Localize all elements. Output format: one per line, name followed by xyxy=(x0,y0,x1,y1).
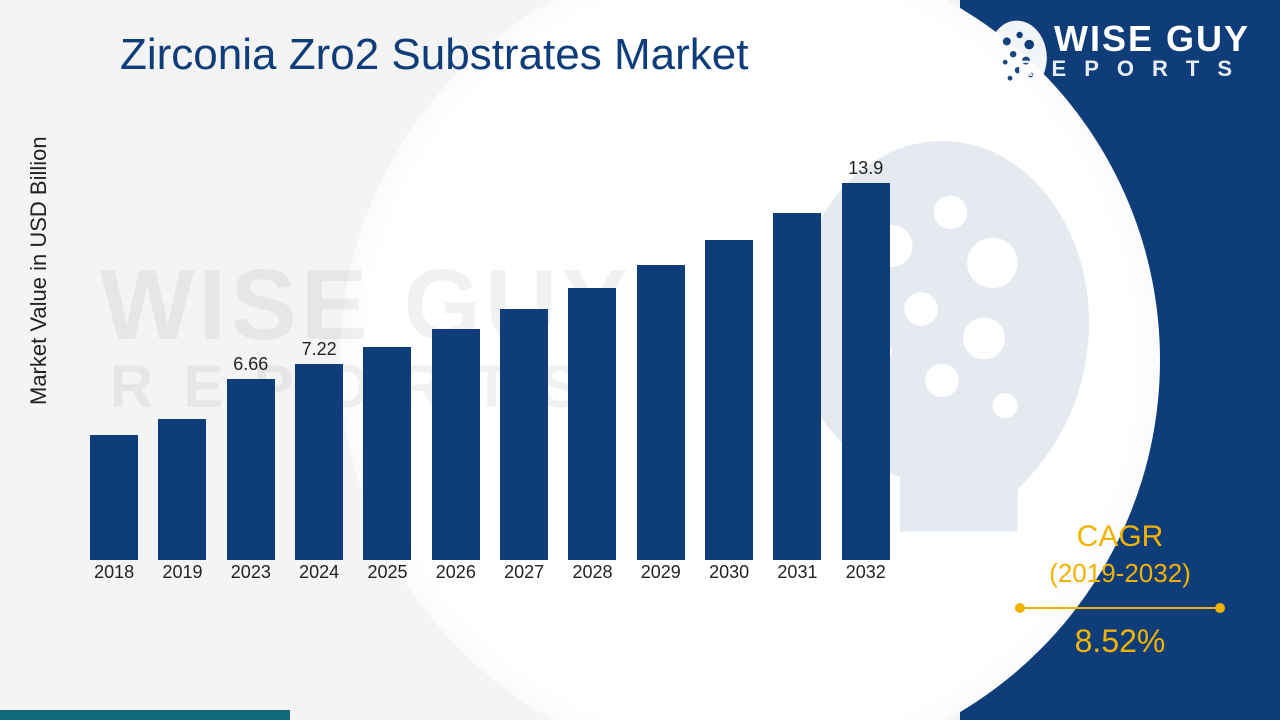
bar xyxy=(500,309,548,560)
bar-slot xyxy=(80,180,148,560)
bar-value-label: 6.66 xyxy=(233,354,268,375)
bar-chart: 6.667.2213.9 201820192023202420252026202… xyxy=(80,180,900,590)
bar xyxy=(773,213,821,560)
x-axis-labels: 2018201920232024202520262027202820292030… xyxy=(80,562,900,590)
bar xyxy=(158,419,206,560)
x-axis-tick-label: 2028 xyxy=(558,562,626,590)
cagr-label: CAGR xyxy=(1000,520,1240,554)
bar xyxy=(227,379,275,560)
bar-slot xyxy=(695,180,763,560)
x-axis-tick-label: 2018 xyxy=(80,562,148,590)
x-axis-tick-label: 2029 xyxy=(627,562,695,590)
bar-slot: 13.9 xyxy=(832,180,900,560)
cagr-value: 8.52% xyxy=(1000,623,1240,660)
cagr-divider xyxy=(1020,607,1220,609)
bar-value-label: 7.22 xyxy=(302,339,337,360)
bar xyxy=(295,364,343,560)
bar xyxy=(90,435,138,560)
x-axis-tick-label: 2026 xyxy=(422,562,490,590)
chart-title: Zirconia Zro2 Substrates Market xyxy=(120,30,748,80)
x-axis-tick-label: 2032 xyxy=(832,562,900,590)
x-axis-tick-label: 2030 xyxy=(695,562,763,590)
logo-line2: REPORTS xyxy=(1008,56,1250,82)
bar-slot xyxy=(763,180,831,560)
bars-container: 6.66 7.22 13.9 xyxy=(80,180,900,560)
bar xyxy=(705,240,753,560)
x-axis-tick-label: 2019 xyxy=(148,562,216,590)
x-axis-tick-label: 2023 xyxy=(217,562,285,590)
x-axis-tick-label: 2027 xyxy=(490,562,558,590)
bar-slot: 7.22 xyxy=(285,180,353,560)
x-axis-tick-label: 2025 xyxy=(353,562,421,590)
cagr-block: CAGR (2019-2032) 8.52% xyxy=(1000,520,1240,660)
bar xyxy=(568,288,616,560)
bar-slot xyxy=(627,180,695,560)
x-axis-tick-label: 2024 xyxy=(285,562,353,590)
bar-slot xyxy=(353,180,421,560)
logo-line1: WISE GUY xyxy=(1008,18,1250,60)
bar xyxy=(637,265,685,560)
bar-slot xyxy=(148,180,216,560)
bar-slot: 6.66 xyxy=(217,180,285,560)
bar xyxy=(432,329,480,560)
y-axis-label: Market Value in USD Billion xyxy=(26,136,52,405)
bottom-accent-bar xyxy=(0,710,290,720)
bar-slot xyxy=(422,180,490,560)
cagr-range: (2019-2032) xyxy=(1000,558,1240,589)
bar-value-label: 13.9 xyxy=(848,158,883,179)
bar xyxy=(842,183,890,560)
bar-slot xyxy=(558,180,626,560)
bar-slot xyxy=(490,180,558,560)
x-axis-tick-label: 2031 xyxy=(763,562,831,590)
page-root: WISE GUYREPORTS Zirconia Zro2 Substrates… xyxy=(0,0,1280,720)
bar xyxy=(363,347,411,560)
brand-logo: WISE GUY REPORTS xyxy=(1008,18,1250,82)
